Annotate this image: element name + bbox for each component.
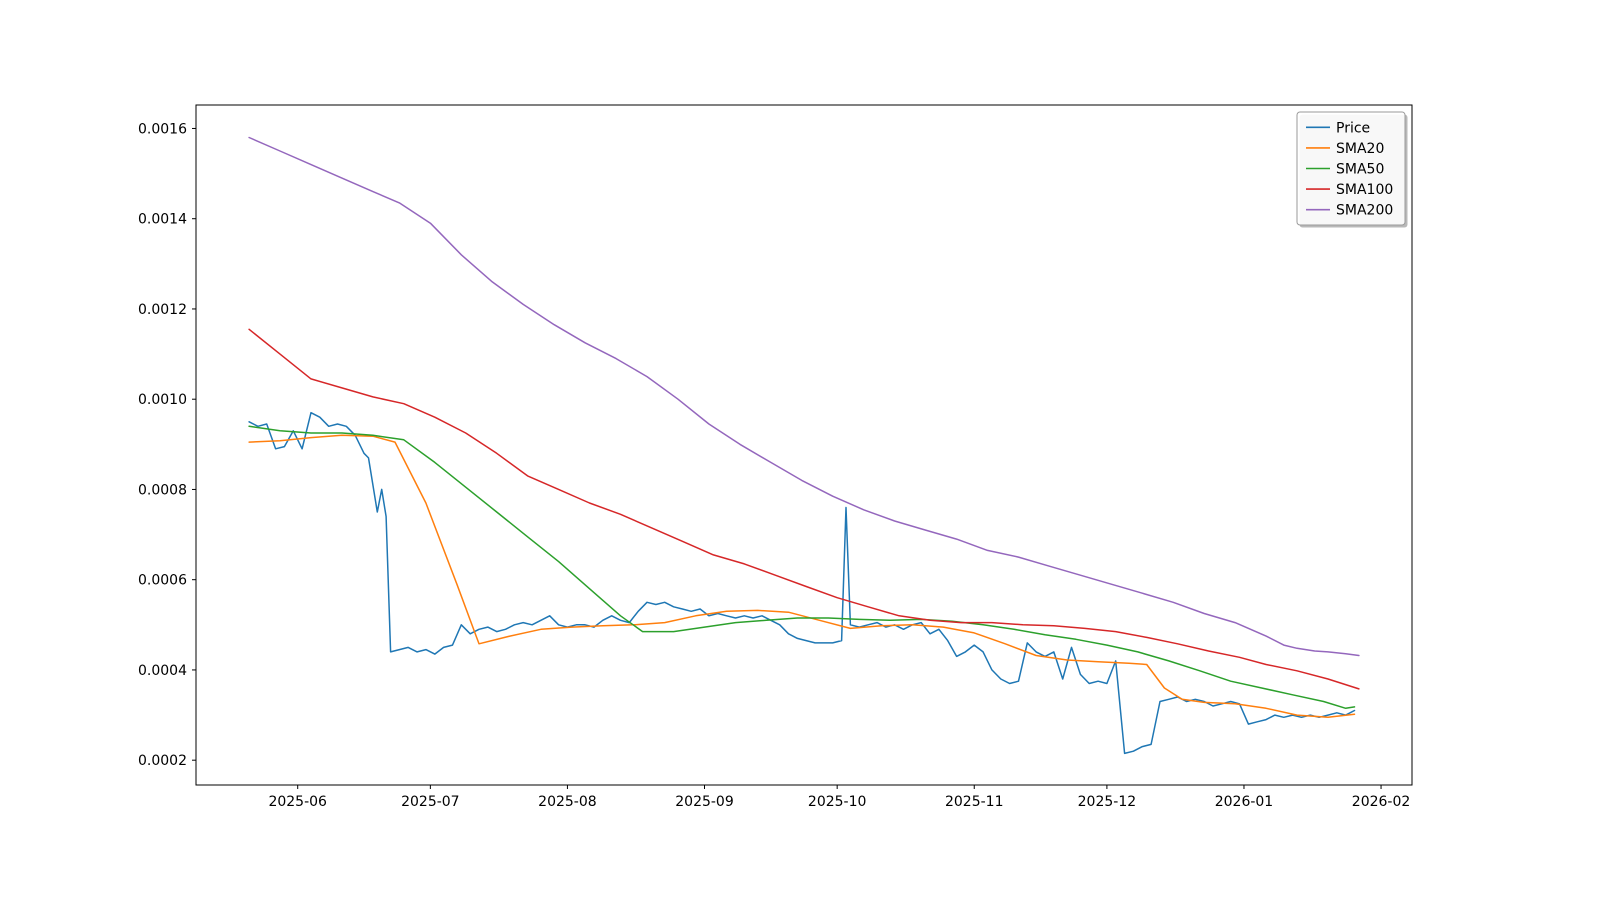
series-line-sma20 (248, 434, 1356, 719)
y-tick-label: 0.0016 (138, 121, 187, 137)
y-tick-label: 0.0014 (138, 212, 187, 228)
legend-box (1296, 111, 1406, 226)
legend-label-price: Price (1336, 120, 1370, 136)
series-line-sma200 (248, 136, 1360, 657)
x-tick-label: 2026-02 (1352, 794, 1411, 810)
x-tick-label: 2025-08 (538, 794, 597, 810)
y-axis: 0.0002 0.0004 0.0006 0.0008 0.0010 0.0012 0.00… (138, 121, 196, 769)
y-tick-label: 0.0002 (138, 753, 187, 769)
x-axis: 2025-06 2025-07 2025-08 2025-09 2025-10 2025-… (268, 785, 1410, 810)
series-line-sma100 (248, 328, 1360, 690)
legend-label-sma50: SMA50 (1336, 162, 1384, 178)
legend-label-sma20: SMA20 (1336, 141, 1384, 157)
plot-border (195, 104, 1413, 786)
series-line-price (248, 411, 1356, 755)
y-tick-label: 0.0012 (138, 302, 187, 318)
x-tick-label: 2025-07 (401, 794, 460, 810)
x-tick-label: 2025-10 (808, 794, 867, 810)
y-tick-label: 0.0008 (138, 482, 187, 498)
legend: Price SMA20 SMA50 SMA100 SMA200 (1296, 111, 1408, 228)
series-line-sma50 (248, 425, 1356, 710)
y-tick-label: 0.0006 (138, 573, 187, 589)
x-tick-label: 2025-06 (268, 794, 327, 810)
x-tick-label: 2025-09 (675, 794, 734, 810)
x-tick-label: 2026-01 (1215, 794, 1274, 810)
series-group (248, 136, 1360, 755)
x-tick-label: 2025-11 (945, 794, 1004, 810)
x-tick-label: 2025-12 (1078, 794, 1137, 810)
legend-label-sma100: SMA100 (1336, 182, 1393, 198)
y-tick-label: 0.0010 (138, 392, 187, 408)
y-tick-label: 0.0004 (138, 663, 187, 679)
legend-label-sma200: SMA200 (1336, 203, 1393, 219)
